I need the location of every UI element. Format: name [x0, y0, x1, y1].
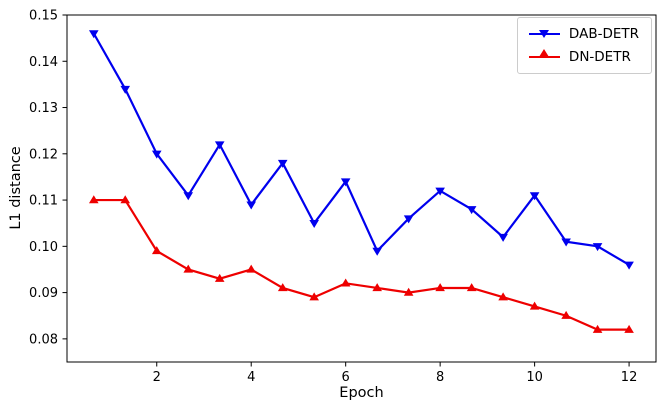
series-marker-DN-DETR: [88, 195, 99, 204]
legend: DAB-DETR DN-DETR: [516, 17, 652, 74]
series-marker-DN-DETR: [466, 283, 477, 292]
series-marker-DAB-DETR: [151, 150, 162, 159]
series-marker-DAB-DETR: [561, 238, 571, 247]
series-marker-DN-DETR: [277, 283, 288, 292]
y-axis-label: L1 distance: [8, 146, 24, 230]
series-marker-DAB-DETR: [592, 243, 603, 252]
series-marker-DN-DETR: [309, 292, 319, 301]
axes-frame: [66, 14, 657, 363]
series-marker-DN-DETR: [403, 287, 414, 296]
legend-marker-triangle-up-icon: [528, 49, 560, 65]
y-tick-label: 0.12: [29, 147, 58, 162]
series-marker-DAB-DETR: [340, 178, 351, 187]
y-tick-label: 0.10: [29, 240, 58, 255]
legend-label: DAB-DETR: [568, 26, 639, 42]
series-marker-DN-DETR: [592, 324, 603, 333]
series-marker-DAB-DETR: [88, 30, 99, 39]
y-tick-label: 0.14: [29, 55, 58, 70]
series-marker-DN-DETR: [372, 283, 382, 292]
series-marker-DAB-DETR: [214, 141, 225, 150]
series-marker-DN-DETR: [498, 292, 508, 301]
x-tick-label: 8: [436, 370, 444, 385]
series-marker-DAB-DETR: [309, 220, 319, 228]
series-marker-DAB-DETR: [277, 159, 288, 168]
x-axis-label: Epoch: [339, 385, 384, 401]
series-marker-DAB-DETR: [435, 187, 445, 196]
y-tick-label: 0.09: [29, 286, 58, 301]
x-tick-label: 10: [526, 370, 543, 385]
x-tick-label: 2: [153, 370, 161, 385]
y-tick-label: 0.11: [29, 194, 58, 209]
series-marker-DN-DETR: [246, 264, 257, 273]
series-marker-DN-DETR: [435, 283, 445, 292]
series-marker-DAB-DETR: [246, 201, 257, 210]
series-marker-DAB-DETR: [120, 85, 131, 94]
legend-entry-dn-detr: DN-DETR: [528, 49, 639, 65]
series-marker-DAB-DETR: [624, 261, 634, 270]
legend-label: DN-DETR: [568, 49, 631, 65]
series-marker-DN-DETR: [529, 301, 540, 310]
legend-entry-dab-detr: DAB-DETR: [528, 26, 639, 42]
series-line-DAB-DETR: [92, 32, 630, 266]
x-tick-label: 6: [342, 370, 350, 385]
y-tick-label: 0.13: [29, 101, 58, 116]
series-marker-DAB-DETR: [183, 192, 194, 201]
series-marker-DN-DETR: [624, 324, 634, 333]
x-tick-label: 4: [247, 370, 255, 385]
series-marker-DAB-DETR: [466, 206, 477, 215]
series-line-DN-DETR: [93, 198, 630, 331]
legend-marker-triangle-down-icon: [528, 26, 560, 42]
series-marker-DN-DETR: [120, 195, 131, 204]
series-marker-DAB-DETR: [403, 215, 414, 224]
series-marker-DAB-DETR: [372, 247, 382, 256]
series-marker-DAB-DETR: [498, 233, 508, 242]
y-tick-label: 0.15: [29, 9, 58, 24]
series-marker-DN-DETR: [151, 246, 162, 255]
series-marker-DAB-DETR: [529, 192, 540, 201]
y-tick-label: 0.08: [29, 332, 58, 347]
series-marker-DN-DETR: [561, 310, 571, 319]
series-marker-DN-DETR: [214, 273, 225, 282]
series-marker-DN-DETR: [183, 264, 194, 273]
x-tick-label: 12: [621, 370, 638, 385]
series-marker-DN-DETR: [340, 278, 351, 287]
